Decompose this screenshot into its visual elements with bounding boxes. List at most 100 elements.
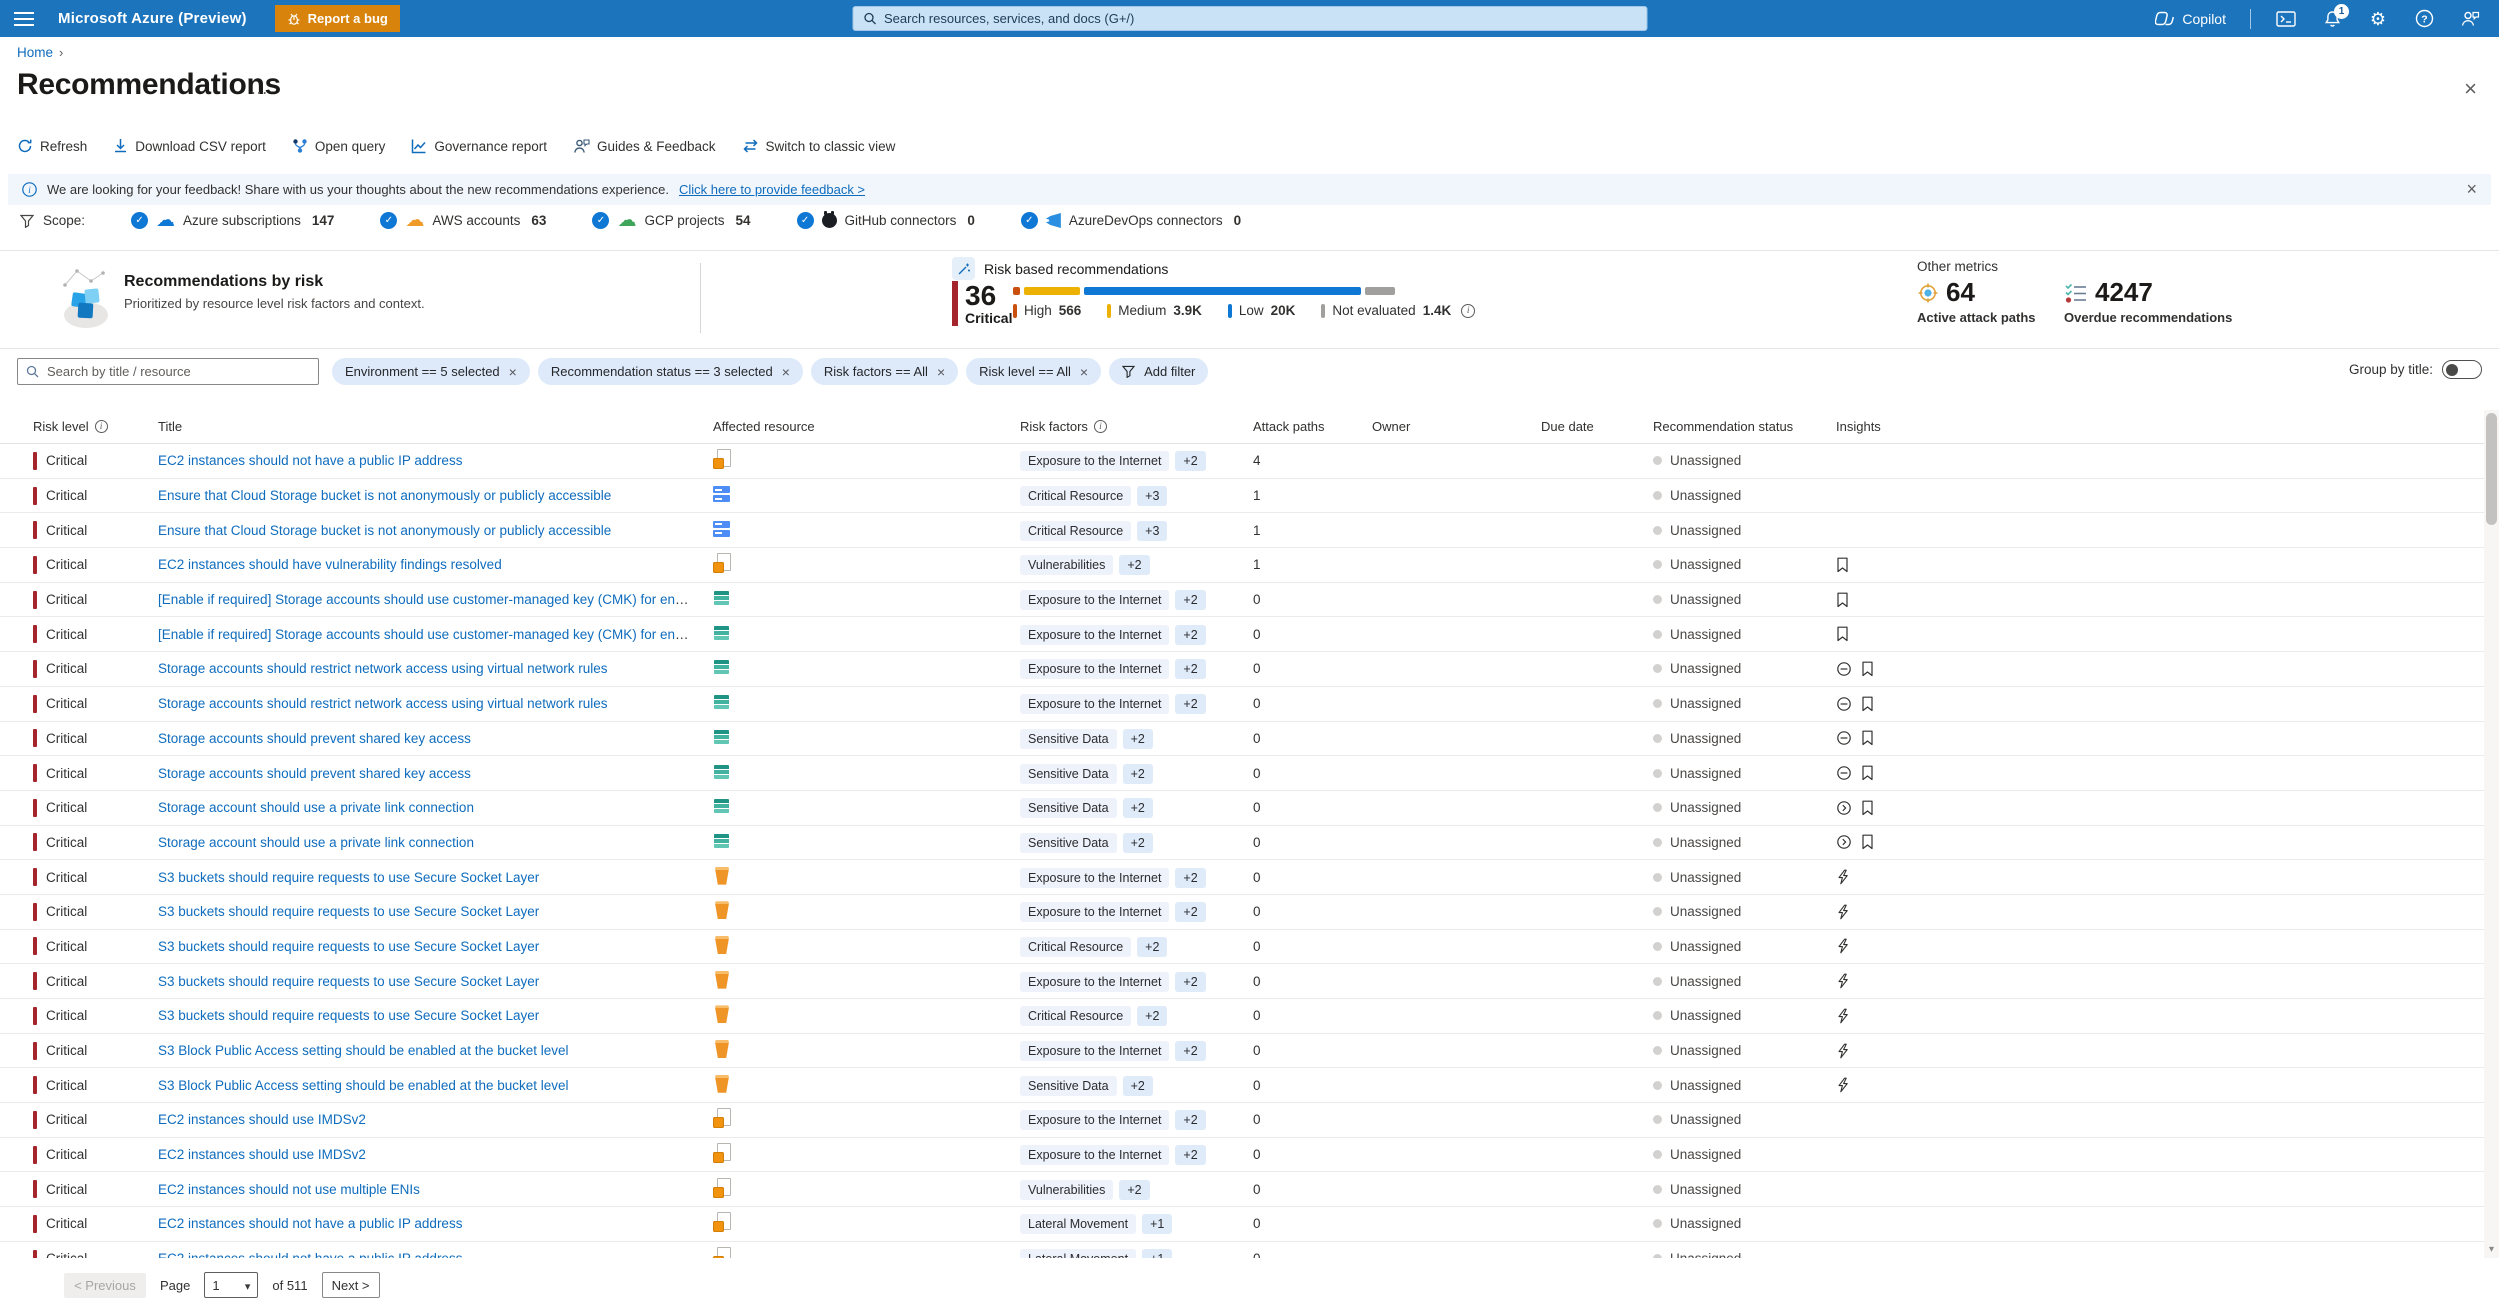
risk-factor-more-tag[interactable]: +1 bbox=[1142, 1214, 1173, 1235]
risk-factor-more-tag[interactable]: +2 bbox=[1122, 798, 1153, 819]
risk-factor-tag[interactable]: Lateral Movement bbox=[1020, 1249, 1137, 1258]
recommendation-title-link[interactable]: EC2 instances should use IMDSv2 bbox=[158, 1112, 366, 1128]
recommendation-status-cell[interactable]: Unassigned bbox=[1653, 800, 1836, 815]
recommendation-status-cell[interactable]: Unassigned bbox=[1653, 939, 1836, 954]
table-row[interactable]: Critical S3 Block Public Access setting … bbox=[0, 1034, 2484, 1069]
remove-filter-icon[interactable] bbox=[782, 364, 790, 380]
filter-pill[interactable]: Environment == 5 selected bbox=[332, 358, 530, 385]
risk-factor-tag[interactable]: Critical Resource bbox=[1020, 486, 1132, 507]
recommendation-title-link[interactable]: EC2 instances should not have a public I… bbox=[158, 453, 463, 469]
risk-factor-more-tag[interactable]: +2 bbox=[1122, 728, 1153, 749]
page-number-select[interactable]: 1 bbox=[204, 1272, 259, 1298]
blade-close-icon[interactable] bbox=[2464, 78, 2477, 100]
recommendation-title-link[interactable]: [Enable if required] Storage accounts sh… bbox=[158, 626, 712, 642]
risk-factor-more-tag[interactable]: +2 bbox=[1175, 902, 1206, 923]
recommendation-title-link[interactable]: Storage account should use a private lin… bbox=[158, 834, 474, 850]
table-row[interactable]: Critical Storage accounts should prevent… bbox=[0, 756, 2484, 791]
recommendation-status-cell[interactable]: Unassigned bbox=[1653, 1182, 1836, 1197]
risk-factor-tag[interactable]: Exposure to the Internet bbox=[1020, 1145, 1170, 1166]
risk-factor-tag[interactable]: Exposure to the Internet bbox=[1020, 971, 1170, 992]
deny-insight-icon[interactable] bbox=[1836, 661, 1852, 677]
risk-factor-tag[interactable]: Critical Resource bbox=[1020, 520, 1132, 541]
recommendation-status-cell[interactable]: Unassigned bbox=[1653, 523, 1836, 538]
table-row[interactable]: Critical Ensure that Cloud Storage bucke… bbox=[0, 479, 2484, 514]
recommendation-title-link[interactable]: Storage accounts should prevent shared k… bbox=[158, 730, 471, 746]
recommendation-title-link[interactable]: S3 buckets should require requests to us… bbox=[158, 1008, 540, 1024]
remove-filter-icon[interactable] bbox=[937, 364, 945, 380]
title-more-icon[interactable] bbox=[250, 78, 268, 99]
quickfix-insight-icon[interactable] bbox=[1836, 938, 1850, 954]
banner-close-icon[interactable] bbox=[2466, 179, 2477, 200]
risk-factor-tag[interactable]: Exposure to the Internet bbox=[1020, 659, 1170, 680]
recommendation-title-link[interactable]: Storage account should use a private lin… bbox=[158, 800, 474, 816]
column-header-insights[interactable]: Insights bbox=[1836, 419, 1881, 434]
quickfix-insight-icon[interactable] bbox=[1836, 1008, 1850, 1024]
recommendation-status-cell[interactable]: Unassigned bbox=[1653, 731, 1836, 746]
risk-factor-more-tag[interactable]: +2 bbox=[1175, 971, 1206, 992]
recommendation-title-link[interactable]: S3 Block Public Access setting should be… bbox=[158, 1043, 569, 1059]
risk-factor-more-tag[interactable]: +2 bbox=[1175, 867, 1206, 888]
settings-gear-icon[interactable]: ⚙ bbox=[2369, 8, 2387, 29]
active-attack-paths-metric[interactable]: 64 Active attack paths bbox=[1917, 277, 2036, 325]
recommendation-status-cell[interactable]: Unassigned bbox=[1653, 1008, 1836, 1023]
risk-factor-more-tag[interactable]: +2 bbox=[1119, 1179, 1150, 1200]
recommendation-status-cell[interactable]: Unassigned bbox=[1653, 766, 1836, 781]
risk-factor-more-tag[interactable]: +2 bbox=[1175, 659, 1206, 680]
recommendation-status-cell[interactable]: Unassigned bbox=[1653, 1078, 1836, 1093]
bookmark-insight-icon[interactable] bbox=[1861, 834, 1874, 850]
recommendation-status-cell[interactable]: Unassigned bbox=[1653, 1216, 1836, 1231]
column-header-recommendation-status[interactable]: Recommendation status bbox=[1653, 419, 1794, 434]
risk-factor-tag[interactable]: Critical Resource bbox=[1020, 1006, 1132, 1027]
table-row[interactable]: Critical Ensure that Cloud Storage bucke… bbox=[0, 513, 2484, 549]
risk-factor-tag[interactable]: Vulnerabilities bbox=[1020, 1179, 1114, 1200]
deny-insight-icon[interactable] bbox=[1836, 696, 1852, 712]
column-header-owner[interactable]: Owner bbox=[1372, 419, 1411, 434]
risk-factor-tag[interactable]: Exposure to the Internet bbox=[1020, 1110, 1170, 1131]
recommendation-status-cell[interactable]: Unassigned bbox=[1653, 1043, 1836, 1058]
table-search-input[interactable]: Search by title / resource bbox=[17, 358, 319, 385]
copilot-button[interactable]: Copilot bbox=[2155, 11, 2226, 27]
quickfix-insight-icon[interactable] bbox=[1836, 1043, 1850, 1059]
recommendation-status-cell[interactable]: Unassigned bbox=[1653, 557, 1836, 572]
column-header-title[interactable]: Title bbox=[158, 419, 183, 434]
risk-factor-more-tag[interactable]: +2 bbox=[1175, 451, 1206, 472]
cloud-shell-icon[interactable] bbox=[2275, 8, 2297, 30]
table-row[interactable]: Critical S3 buckets should require reque… bbox=[0, 895, 2484, 930]
group-by-title-toggle[interactable] bbox=[2442, 360, 2482, 379]
bookmark-insight-icon[interactable] bbox=[1861, 730, 1874, 746]
guides-feedback-button[interactable]: Guides & Feedback bbox=[573, 138, 716, 154]
add-filter-button[interactable]: Add filter bbox=[1109, 358, 1209, 385]
table-row[interactable]: Critical EC2 instances should use IMDSv2… bbox=[0, 1103, 2484, 1138]
feedback-icon[interactable] bbox=[2459, 8, 2481, 30]
recommendation-status-cell[interactable]: Unassigned bbox=[1653, 696, 1836, 711]
recommendation-title-link[interactable]: S3 buckets should require requests to us… bbox=[158, 973, 540, 989]
open-query-button[interactable]: Open query bbox=[292, 138, 385, 154]
recommendation-status-cell[interactable]: Unassigned bbox=[1653, 1147, 1836, 1162]
global-search-input[interactable]: Search resources, services, and docs (G+… bbox=[852, 6, 1647, 31]
risk-factor-more-tag[interactable]: +2 bbox=[1137, 1006, 1168, 1027]
recommendation-title-link[interactable]: EC2 instances should not use multiple EN… bbox=[158, 1181, 420, 1197]
not-evaluated-info-icon[interactable] bbox=[1461, 303, 1476, 318]
risk-factor-more-tag[interactable]: +2 bbox=[1175, 694, 1206, 715]
recommendation-title-link[interactable]: S3 buckets should require requests to us… bbox=[158, 869, 540, 885]
banner-feedback-link[interactable]: Click here to provide feedback > bbox=[678, 182, 866, 197]
risk-factor-more-tag[interactable]: +3 bbox=[1137, 486, 1168, 507]
risk-factor-more-tag[interactable]: +3 bbox=[1137, 520, 1168, 541]
table-row[interactable]: Critical EC2 instances should not have a… bbox=[0, 444, 2484, 479]
table-row[interactable]: Critical S3 buckets should require reque… bbox=[0, 930, 2484, 965]
help-icon[interactable]: ? bbox=[2413, 8, 2435, 30]
table-row[interactable]: Critical [Enable if required] Storage ac… bbox=[0, 583, 2484, 618]
bookmark-insight-icon[interactable] bbox=[1861, 800, 1874, 816]
quickfix-insight-icon[interactable] bbox=[1836, 973, 1850, 989]
recommendation-status-cell[interactable]: Unassigned bbox=[1653, 974, 1836, 989]
table-row[interactable]: Critical S3 buckets should require reque… bbox=[0, 860, 2484, 895]
bookmark-insight-icon[interactable] bbox=[1836, 626, 1849, 642]
column-header-attack-paths[interactable]: Attack paths bbox=[1253, 419, 1325, 434]
recommendation-status-cell[interactable]: Unassigned bbox=[1653, 835, 1836, 850]
recommendation-status-cell[interactable]: Unassigned bbox=[1653, 904, 1836, 919]
refresh-button[interactable]: Refresh bbox=[17, 138, 87, 154]
vertical-scrollbar[interactable] bbox=[2484, 410, 2499, 1258]
risk-factor-more-tag[interactable]: +2 bbox=[1175, 590, 1206, 611]
